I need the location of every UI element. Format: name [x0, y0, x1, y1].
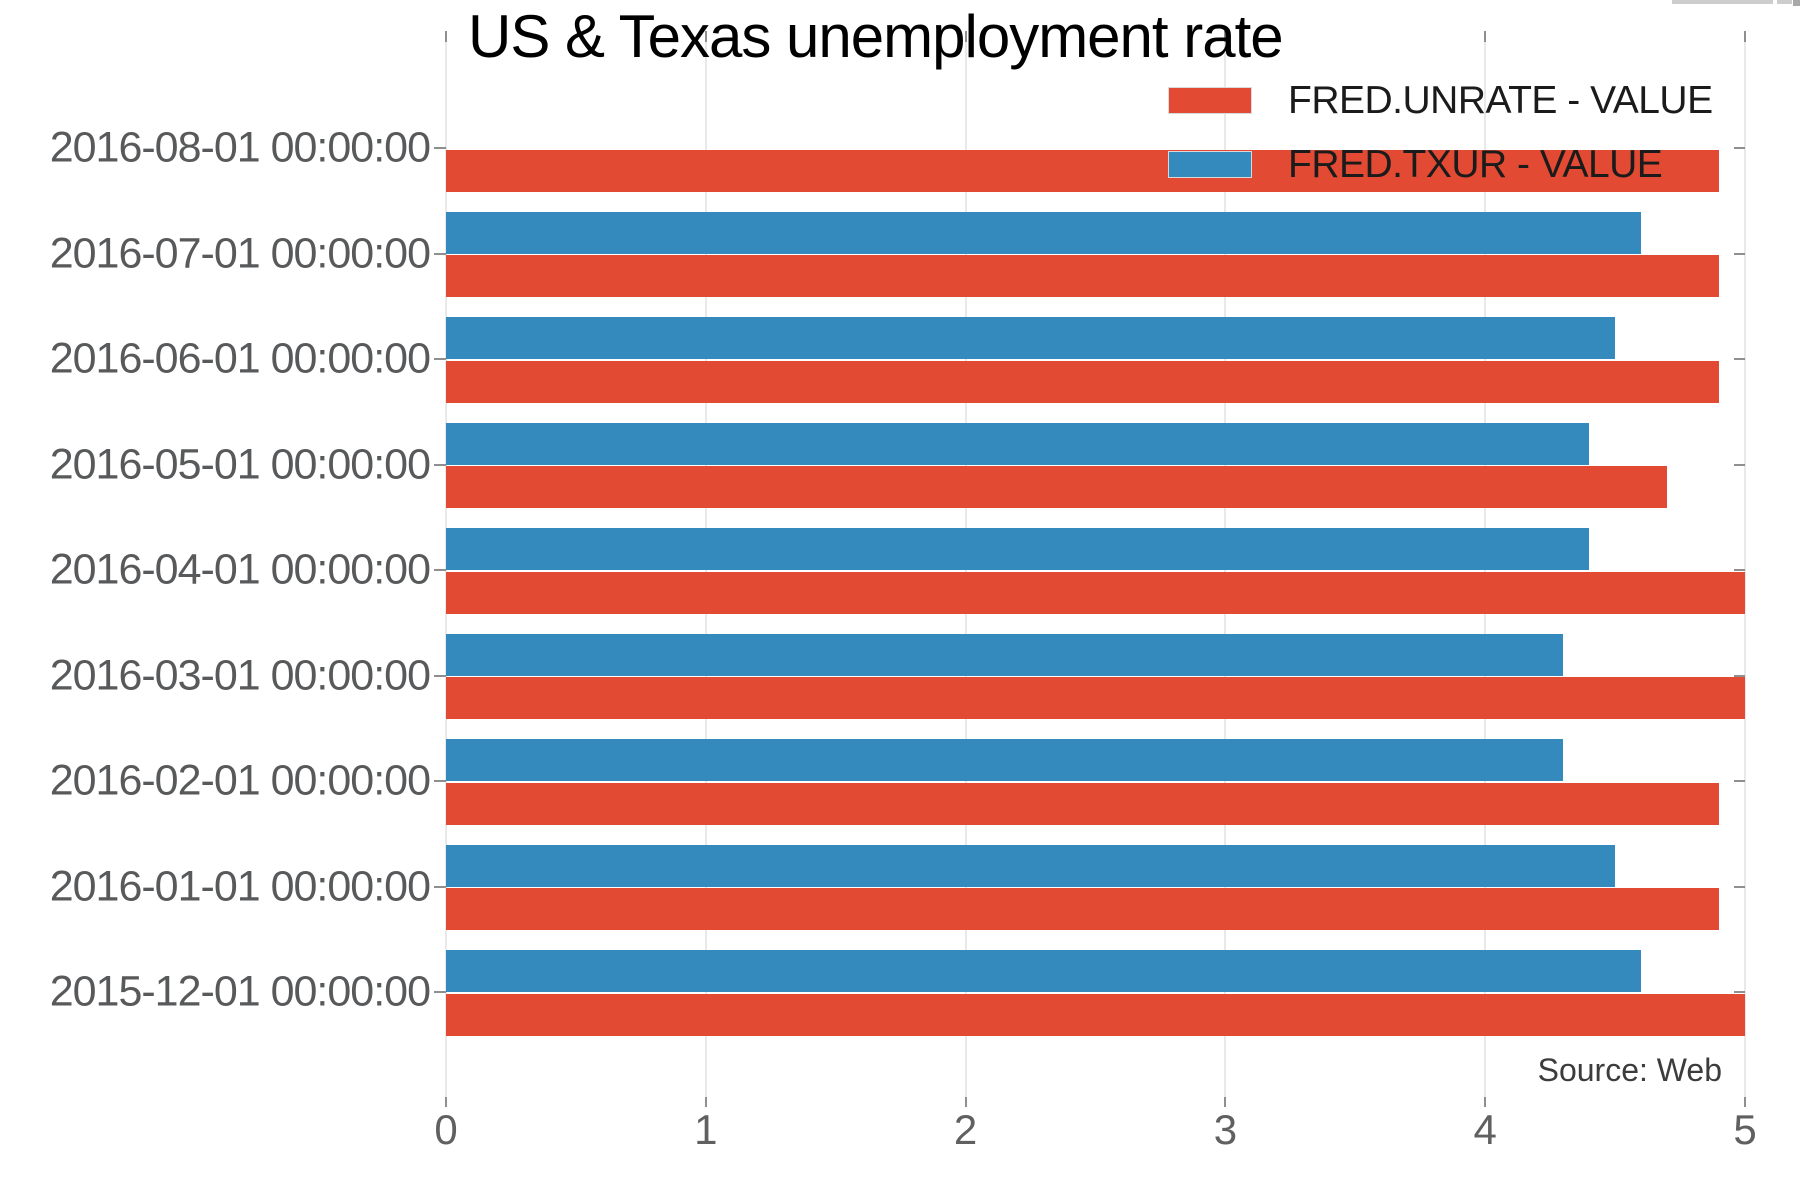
- y-tick-label-2016-03-01: 2016-03-01 00:00:00: [49, 651, 431, 699]
- bar-unrate-2015-12-01: [446, 993, 1745, 1036]
- y-axis-left-tick-8: [434, 991, 446, 993]
- y-axis-right-tick-6: [1734, 780, 1745, 782]
- x-tick-label-4: 4: [1473, 1106, 1497, 1153]
- bar-txur-2016-02-01: [446, 739, 1564, 781]
- bar-unrate-2016-07-01: [446, 255, 1720, 297]
- x-axis-bottom-tick-4: [1484, 1097, 1487, 1107]
- x-axis-top-tick-2: [964, 31, 967, 42]
- source-note: Source: Web: [1537, 1052, 1722, 1088]
- y-axis-left-tick-4: [434, 569, 446, 571]
- y-axis-left-tick-1: [434, 252, 446, 255]
- y-axis-right-tick-0: [1734, 147, 1745, 149]
- scrollbar-end-button[interactable]: [1793, 0, 1800, 6]
- bar-unrate-2016-02-01: [446, 782, 1720, 825]
- x-tick-label-1: 1: [694, 1106, 718, 1153]
- y-axis-left-tick-2: [434, 358, 446, 360]
- x-axis-top-tick-0: [445, 31, 447, 42]
- bar-txur-2016-05-01: [446, 422, 1590, 465]
- legend-swatch-unrate: [1168, 87, 1252, 114]
- y-tick-label-2016-01-01: 2016-01-01 00:00:00: [49, 862, 431, 910]
- bar-unrate-2016-05-01: [446, 466, 1668, 508]
- y-axis-right-tick-2: [1734, 358, 1745, 360]
- x-axis-bottom-tick-5: [1744, 1097, 1746, 1107]
- bar-txur-2016-01-01: [446, 844, 1616, 887]
- y-tick-label-2016-08-01: 2016-08-01 00:00:00: [49, 123, 431, 172]
- y-axis-left-tick-7: [434, 885, 446, 888]
- x-axis-top-tick-3: [1224, 31, 1227, 42]
- bar-txur-2015-12-01: [446, 950, 1642, 992]
- gridline-x-5: [1744, 42, 1746, 1097]
- scrollbar-thumb[interactable]: [1672, 0, 1773, 4]
- y-axis-left-tick-6: [434, 780, 446, 782]
- scrollbar-track-fragment: [1777, 0, 1792, 4]
- bar-txur-2016-04-01: [446, 528, 1590, 570]
- bar-txur-2016-07-01: [446, 211, 1642, 254]
- legend-label-unrate: FRED.UNRATE - VALUE: [1288, 78, 1713, 122]
- y-axis-left-tick-3: [434, 463, 446, 466]
- x-axis-bottom-tick-1: [704, 1097, 707, 1107]
- bar-unrate-2016-04-01: [446, 571, 1745, 614]
- bar-txur-2016-03-01: [446, 633, 1564, 676]
- y-axis-right-tick-8: [1734, 991, 1745, 993]
- legend-item-txur[interactable]: FRED.TXUR - VALUE: [1168, 143, 1663, 186]
- y-axis-right-tick-7: [1734, 885, 1745, 888]
- y-tick-label-2016-05-01: 2016-05-01 00:00:00: [49, 440, 431, 488]
- legend-item-unrate[interactable]: FRED.UNRATE - VALUE: [1168, 79, 1713, 122]
- legend-swatch-txur: [1168, 151, 1252, 178]
- x-axis-top-tick-4: [1484, 31, 1487, 42]
- y-axis-right-tick-5: [1734, 674, 1745, 677]
- y-tick-label-2016-07-01: 2016-07-01 00:00:00: [49, 229, 431, 277]
- x-tick-label-5: 5: [1733, 1106, 1757, 1153]
- chart-title: US & Texas unemployment rate: [468, 3, 1284, 70]
- x-axis-bottom-tick-0: [445, 1097, 447, 1107]
- bar-unrate-2016-03-01: [446, 677, 1745, 719]
- x-tick-label-3: 3: [1213, 1106, 1238, 1153]
- bar-unrate-2016-01-01: [446, 888, 1720, 930]
- legend-label-txur: FRED.TXUR - VALUE: [1288, 142, 1663, 186]
- x-axis-top-tick-5: [1744, 31, 1746, 42]
- y-tick-label-2016-04-01: 2016-04-01 00:00:00: [49, 545, 431, 594]
- y-axis-left-tick-5: [434, 674, 446, 677]
- y-axis-right-tick-4: [1734, 569, 1745, 571]
- x-tick-label-0: 0: [434, 1106, 458, 1153]
- x-axis-bottom-tick-3: [1224, 1097, 1227, 1107]
- x-axis-top-tick-1: [704, 31, 707, 42]
- y-tick-label-2015-12-01: 2015-12-01 00:00:00: [49, 967, 431, 1016]
- y-axis-right-tick-1: [1734, 252, 1745, 255]
- bar-txur-2016-06-01: [446, 317, 1616, 359]
- y-tick-label-2016-02-01: 2016-02-01 00:00:00: [49, 756, 431, 805]
- y-axis-right-tick-3: [1734, 463, 1745, 466]
- bar-unrate-2016-06-01: [446, 360, 1720, 403]
- x-axis-bottom-tick-2: [964, 1097, 967, 1107]
- y-tick-label-2016-06-01: 2016-06-01 00:00:00: [49, 334, 431, 383]
- x-tick-label-2: 2: [953, 1106, 978, 1153]
- y-axis-left-tick-0: [434, 147, 446, 149]
- bar-unrate-2016-08-01: [446, 149, 1720, 192]
